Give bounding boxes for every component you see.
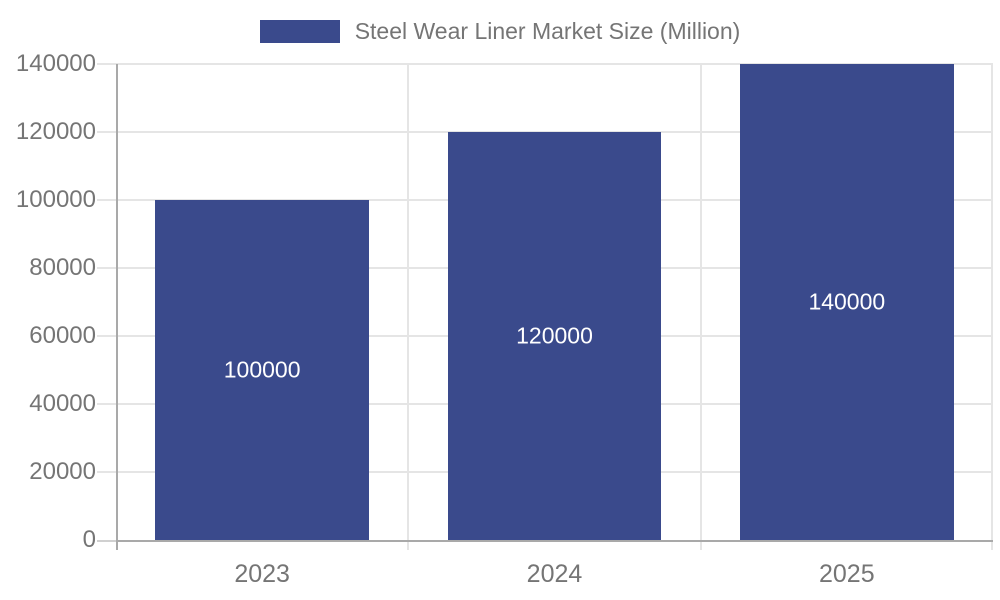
y-tick-label-120000: 120000 <box>15 118 96 145</box>
legend: Steel Wear Liner Market Size (Million) <box>0 18 1000 45</box>
gridline-y-140000 <box>97 63 993 65</box>
y-tick-label-20000: 20000 <box>29 458 96 485</box>
bar-value-label-2024: 120000 <box>516 322 593 349</box>
x-tick-label-2024: 2024 <box>526 560 583 588</box>
legend-label: Steel Wear Liner Market Size (Million) <box>354 18 741 44</box>
bar-2023: 100000 <box>155 200 369 540</box>
plot-right-border <box>991 64 993 550</box>
bar-value-label-2023: 100000 <box>223 356 301 383</box>
y-axis-line <box>116 64 118 550</box>
bar-2024: 120000 <box>447 132 662 540</box>
y-axis-zero-tick <box>97 540 116 542</box>
y-tick-label-60000: 60000 <box>29 322 96 349</box>
legend-swatch <box>259 20 340 43</box>
y-tick-label-0: 0 <box>82 526 96 553</box>
x-axis-line <box>116 540 993 542</box>
gridline-x-1 <box>407 64 410 550</box>
y-tick-label-100000: 100000 <box>15 186 96 213</box>
y-tick-label-40000: 40000 <box>29 390 96 417</box>
x-tick-label-2023: 2023 <box>234 560 290 588</box>
bar-value-label-2025: 140000 <box>808 288 886 315</box>
x-tick-label-2025: 2025 <box>819 560 875 588</box>
y-tick-label-140000: 140000 <box>15 50 96 77</box>
plot-area: 100000 120000 140000 <box>97 63 993 550</box>
bar-2025: 140000 <box>740 64 954 540</box>
y-tick-label-80000: 80000 <box>29 254 96 281</box>
gridline-x-2 <box>699 64 702 550</box>
